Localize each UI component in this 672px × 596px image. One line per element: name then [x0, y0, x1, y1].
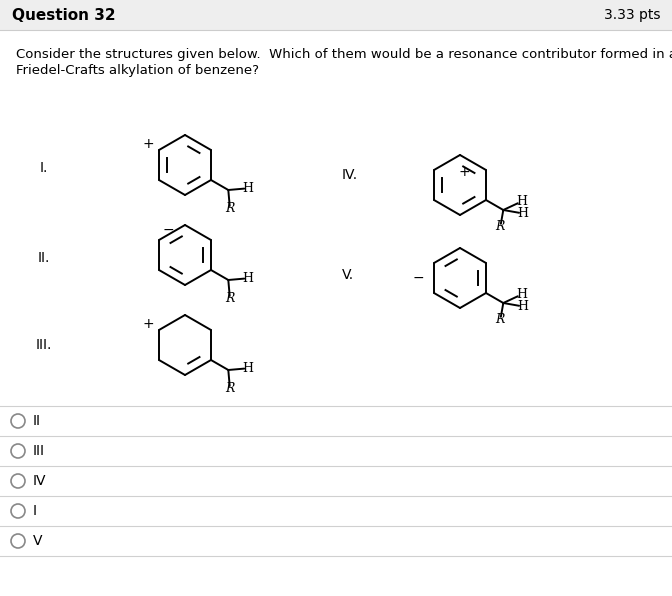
Text: V.: V. — [342, 268, 354, 282]
Text: H: H — [243, 362, 254, 375]
Text: IV.: IV. — [342, 168, 358, 182]
Text: IV: IV — [33, 474, 46, 488]
Circle shape — [11, 474, 25, 488]
Circle shape — [11, 504, 25, 518]
Text: H: H — [516, 195, 527, 208]
Text: Friedel-Crafts alkylation of benzene?: Friedel-Crafts alkylation of benzene? — [16, 64, 259, 77]
Text: II.: II. — [38, 251, 50, 265]
Text: R: R — [496, 221, 505, 233]
Text: III.: III. — [36, 338, 52, 352]
Text: H: H — [516, 288, 527, 301]
FancyBboxPatch shape — [0, 0, 672, 30]
Text: 3.33 pts: 3.33 pts — [603, 8, 660, 22]
Text: H: H — [517, 207, 528, 220]
Text: Question 32: Question 32 — [12, 8, 116, 23]
Text: II: II — [33, 414, 41, 428]
Text: H: H — [243, 272, 254, 285]
Circle shape — [11, 444, 25, 458]
Text: R: R — [225, 203, 235, 215]
Text: I: I — [33, 504, 37, 518]
Text: −: − — [412, 271, 424, 285]
Text: Consider the structures given below.  Which of them would be a resonance contrib: Consider the structures given below. Whi… — [16, 48, 672, 61]
Text: H: H — [517, 300, 528, 313]
Text: +: + — [143, 137, 155, 151]
Text: V: V — [33, 534, 42, 548]
Text: R: R — [225, 383, 235, 395]
Text: R: R — [496, 313, 505, 326]
Circle shape — [11, 534, 25, 548]
Text: +: + — [143, 317, 155, 331]
Text: −: − — [163, 222, 174, 237]
Text: I.: I. — [40, 161, 48, 175]
Text: R: R — [225, 293, 235, 305]
Text: +: + — [459, 164, 470, 178]
Circle shape — [11, 414, 25, 428]
Text: H: H — [243, 182, 254, 195]
Text: III: III — [33, 444, 45, 458]
